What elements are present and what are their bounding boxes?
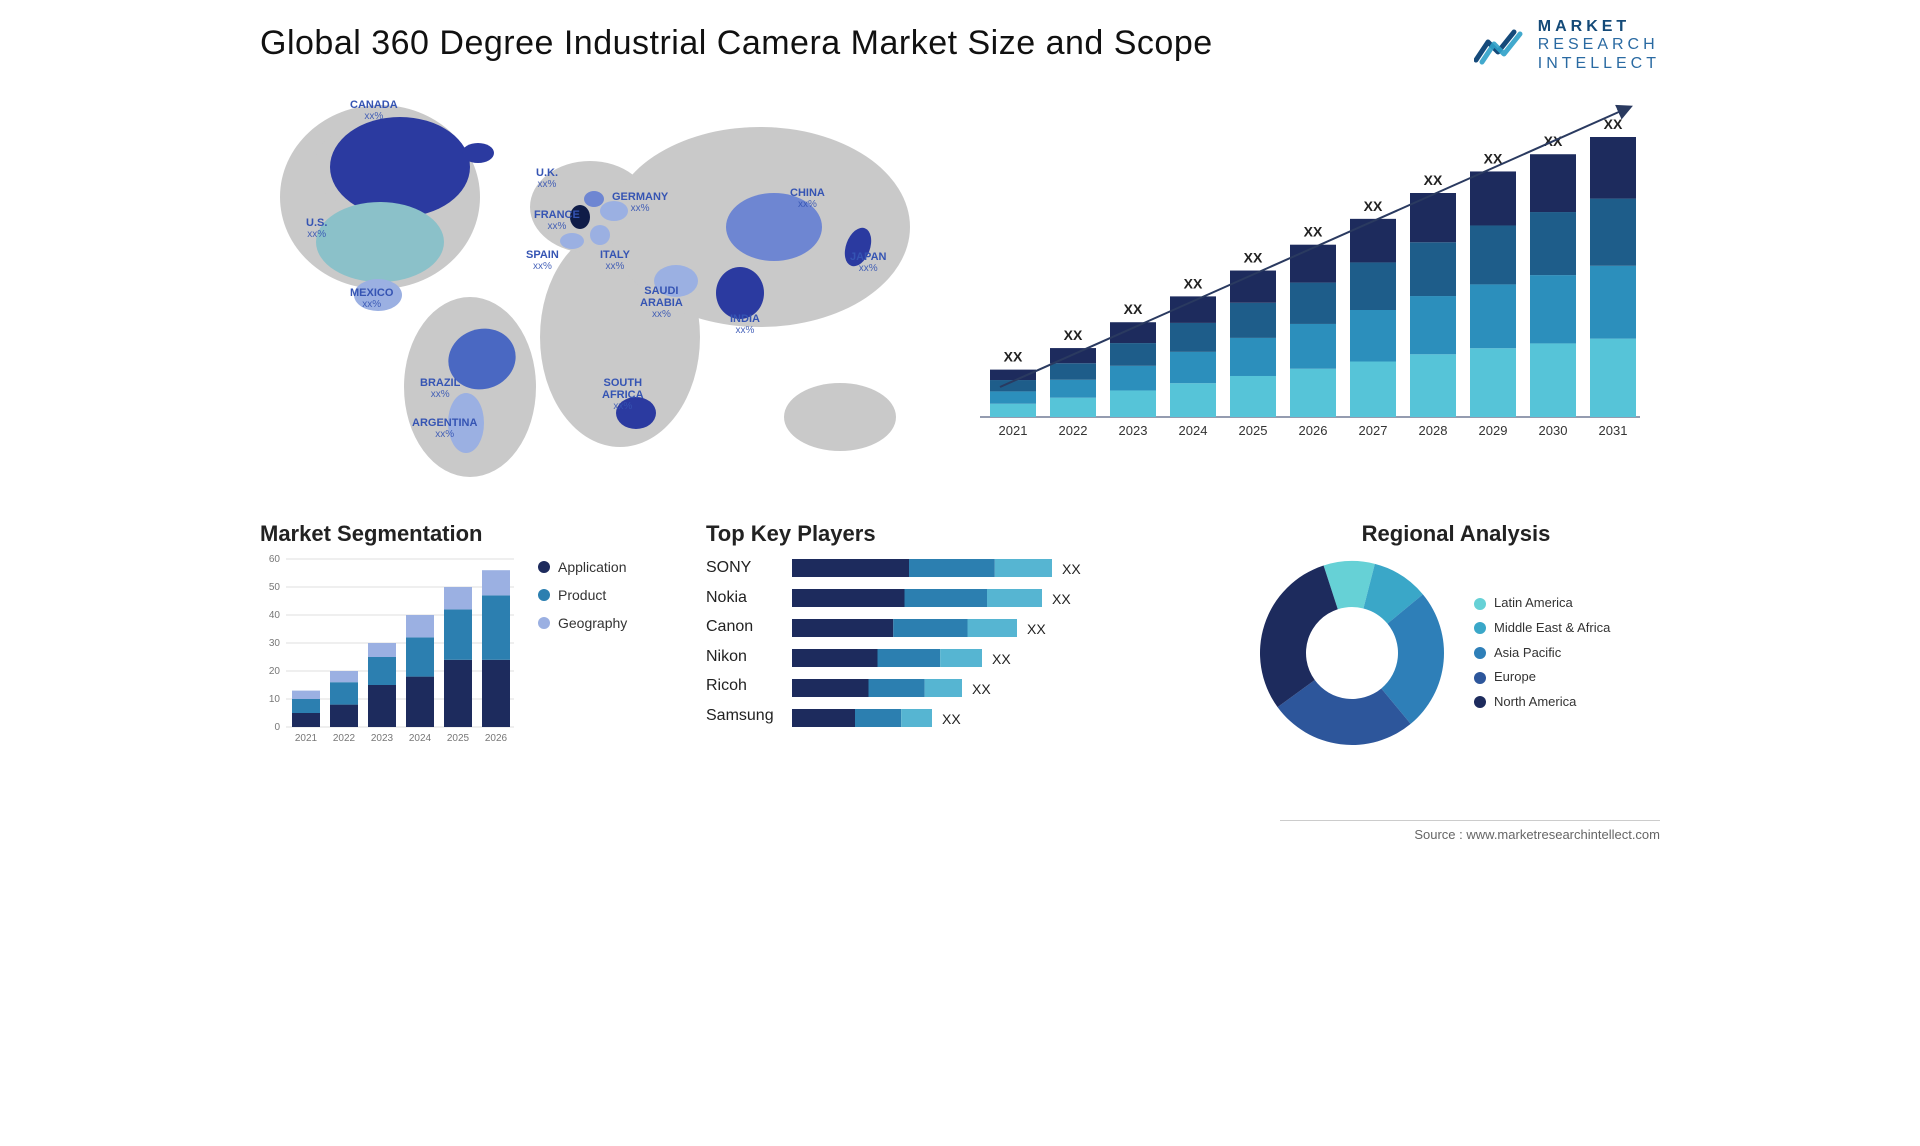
svg-text:10: 10 bbox=[269, 694, 281, 705]
svg-text:2028: 2028 bbox=[1419, 423, 1448, 438]
key-player-name: Nikon bbox=[706, 642, 774, 672]
svg-text:2030: 2030 bbox=[1539, 423, 1568, 438]
key-players-title: Top Key Players bbox=[706, 521, 1226, 547]
map-label: FRANCExx% bbox=[534, 209, 580, 232]
svg-text:XX: XX bbox=[1027, 621, 1046, 637]
map-label: U.S.xx% bbox=[306, 217, 327, 240]
map-label: SAUDIARABIAxx% bbox=[640, 285, 683, 320]
page-title: Global 360 Degree Industrial Camera Mark… bbox=[260, 24, 1660, 63]
svg-text:XX: XX bbox=[972, 681, 991, 697]
map-label: SOUTHAFRICAxx% bbox=[602, 377, 644, 412]
map-label: SPAINxx% bbox=[526, 249, 559, 272]
svg-text:2024: 2024 bbox=[1179, 423, 1208, 438]
svg-text:2026: 2026 bbox=[485, 733, 508, 744]
world-map: CANADAxx% U.S.xx% MEXICOxx% BRAZILxx% ARGENT… bbox=[260, 77, 940, 497]
logo-line3: INTELLECT bbox=[1538, 55, 1660, 73]
key-players-names: SONYNokiaCanonNikonRicohSamsung bbox=[706, 553, 774, 739]
svg-text:XX: XX bbox=[1052, 591, 1071, 607]
svg-text:2022: 2022 bbox=[333, 733, 356, 744]
map-label: CHINAxx% bbox=[790, 187, 825, 210]
svg-text:XX: XX bbox=[1004, 349, 1023, 365]
map-label: JAPANxx% bbox=[850, 251, 886, 274]
svg-text:50: 50 bbox=[269, 582, 281, 593]
key-player-name: Samsung bbox=[706, 701, 774, 731]
svg-text:20: 20 bbox=[269, 666, 281, 677]
svg-text:2023: 2023 bbox=[1119, 423, 1148, 438]
key-player-name: Ricoh bbox=[706, 671, 774, 701]
svg-text:2021: 2021 bbox=[295, 733, 318, 744]
segmentation-legend: ApplicationProductGeography bbox=[538, 553, 627, 637]
svg-text:XX: XX bbox=[1124, 301, 1143, 317]
brand-logo: MARKET RESEARCH INTELLECT bbox=[1474, 18, 1660, 73]
map-label: U.K.xx% bbox=[536, 167, 558, 190]
svg-text:XX: XX bbox=[1364, 198, 1383, 214]
svg-text:40: 40 bbox=[269, 610, 281, 621]
map-label: INDIAxx% bbox=[730, 313, 760, 336]
legend-item: Latin America bbox=[1474, 591, 1610, 616]
svg-text:XX: XX bbox=[942, 711, 961, 727]
legend-item: Application bbox=[538, 553, 627, 581]
svg-text:XX: XX bbox=[992, 651, 1011, 667]
logo-line1: MARKET bbox=[1538, 18, 1660, 36]
svg-text:30: 30 bbox=[269, 638, 281, 649]
legend-item: Geography bbox=[538, 609, 627, 637]
map-label: ITALYxx% bbox=[600, 249, 630, 272]
key-player-name: Nokia bbox=[706, 583, 774, 613]
svg-text:XX: XX bbox=[1304, 224, 1323, 240]
svg-text:2029: 2029 bbox=[1479, 423, 1508, 438]
main-bar-chart: XX 2021 XX 2022 XX 2023 XX 2024 XX 2025 XX 2026 XX 20… bbox=[960, 77, 1660, 497]
legend-item: Asia Pacific bbox=[1474, 641, 1610, 666]
map-label: MEXICOxx% bbox=[350, 287, 393, 310]
map-label: CANADAxx% bbox=[350, 99, 398, 122]
svg-text:2027: 2027 bbox=[1359, 423, 1388, 438]
svg-text:2021: 2021 bbox=[999, 423, 1028, 438]
svg-text:XX: XX bbox=[1184, 275, 1203, 291]
segmentation-chart: 0 10 20 30 40 50 60 2021 2022 2023 2024 2025 2026 bbox=[260, 553, 520, 753]
svg-text:2031: 2031 bbox=[1599, 423, 1628, 438]
svg-text:60: 60 bbox=[269, 554, 281, 565]
key-player-name: Canon bbox=[706, 612, 774, 642]
svg-text:XX: XX bbox=[1244, 250, 1263, 266]
key-player-name: SONY bbox=[706, 553, 774, 583]
regional-title: Regional Analysis bbox=[1252, 521, 1660, 547]
segmentation-title: Market Segmentation bbox=[260, 521, 680, 547]
source-line: Source : www.marketresearchintellect.com bbox=[1280, 820, 1660, 842]
logo-line2: RESEARCH bbox=[1538, 36, 1660, 54]
svg-text:2023: 2023 bbox=[371, 733, 394, 744]
svg-text:XX: XX bbox=[1424, 172, 1443, 188]
key-players-chart: XXXXXXXXXXXX bbox=[792, 553, 1122, 739]
svg-text:2022: 2022 bbox=[1059, 423, 1088, 438]
map-label: BRAZILxx% bbox=[420, 377, 460, 400]
map-label: GERMANYxx% bbox=[612, 191, 668, 214]
legend-item: Product bbox=[538, 581, 627, 609]
legend-item: Europe bbox=[1474, 665, 1610, 690]
legend-item: North America bbox=[1474, 690, 1610, 715]
svg-text:2024: 2024 bbox=[409, 733, 432, 744]
svg-text:2025: 2025 bbox=[1239, 423, 1268, 438]
svg-text:0: 0 bbox=[274, 722, 280, 733]
svg-text:2026: 2026 bbox=[1299, 423, 1328, 438]
svg-text:XX: XX bbox=[1064, 327, 1083, 343]
regional-legend: Latin AmericaMiddle East & AfricaAsia Pa… bbox=[1474, 591, 1610, 714]
legend-item: Middle East & Africa bbox=[1474, 616, 1610, 641]
regional-donut-chart bbox=[1252, 553, 1452, 753]
map-label: ARGENTINAxx% bbox=[412, 417, 477, 440]
svg-text:2025: 2025 bbox=[447, 733, 470, 744]
svg-text:XX: XX bbox=[1062, 561, 1081, 577]
